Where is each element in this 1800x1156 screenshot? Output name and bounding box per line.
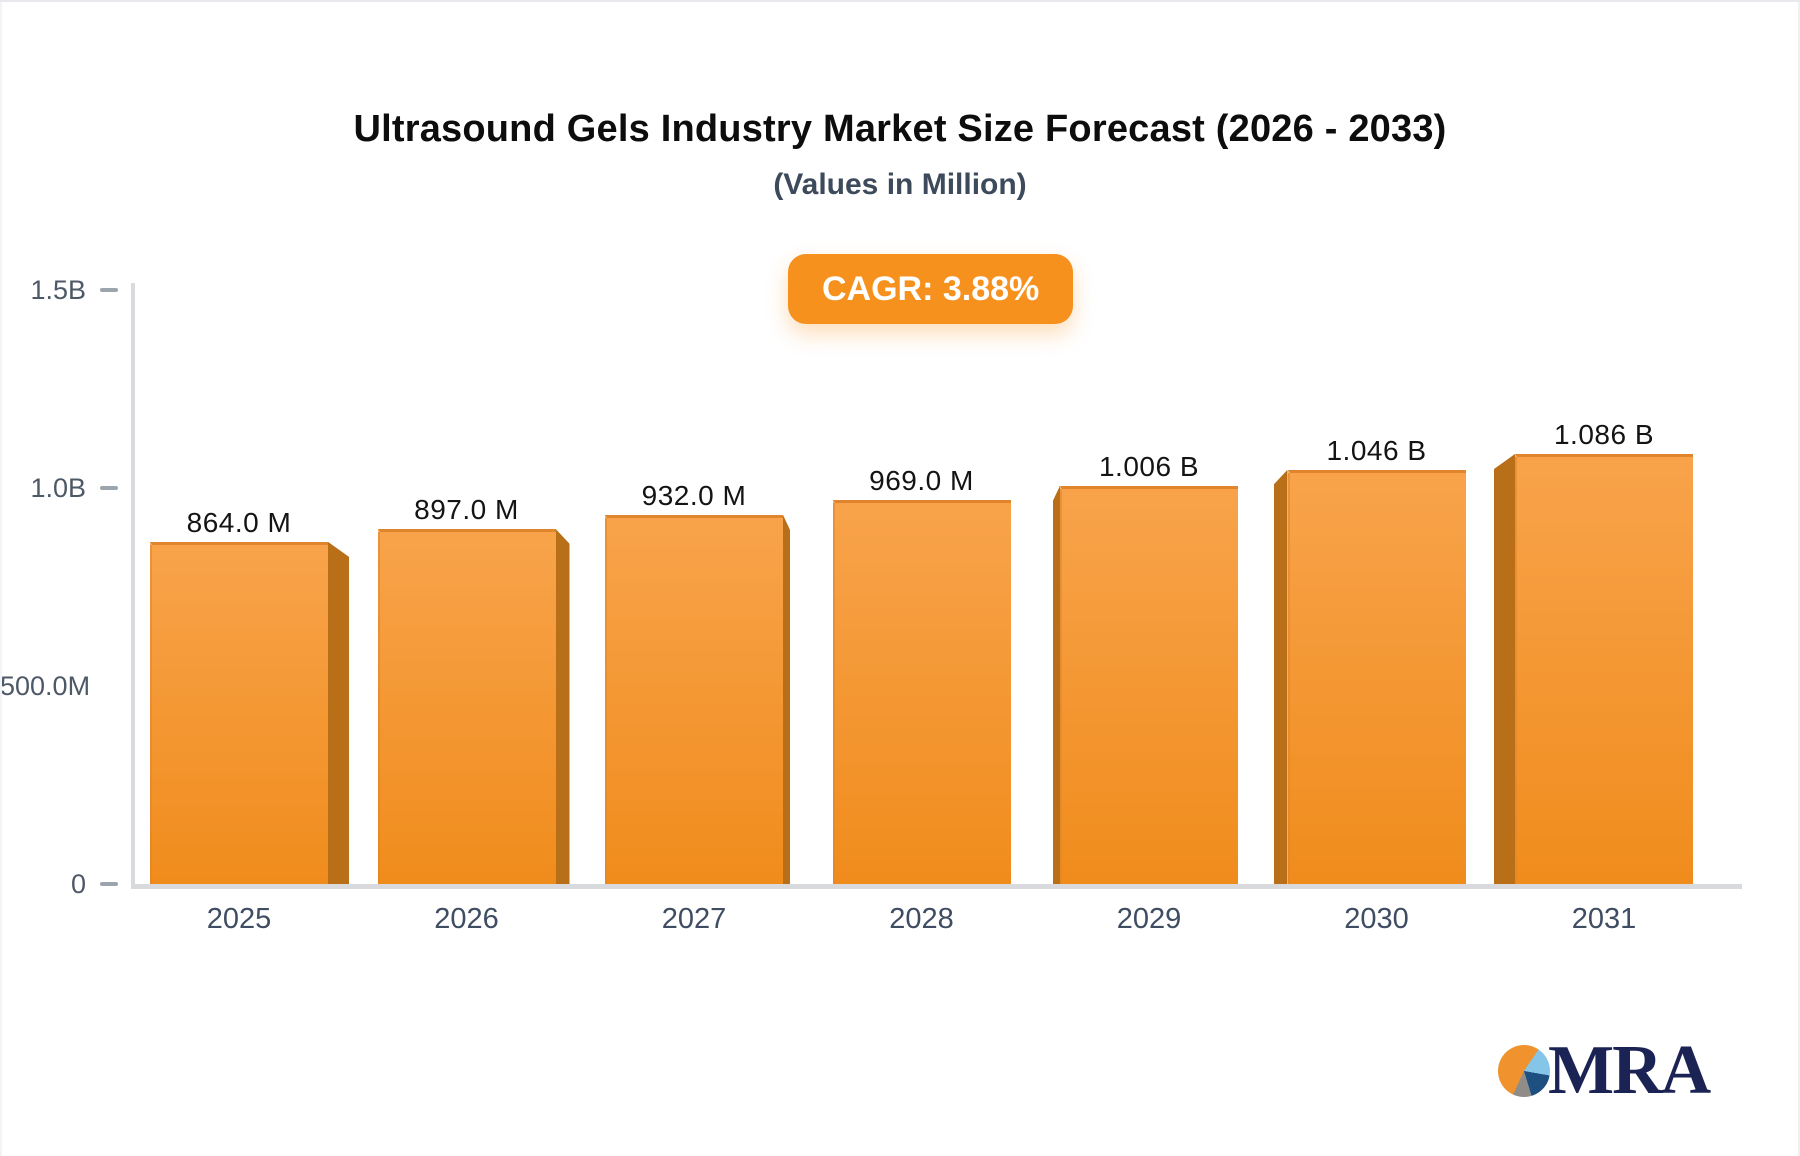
bar-value-label: 1.086 B bbox=[1553, 418, 1655, 450]
bar-2025 bbox=[150, 541, 328, 884]
x-tick-label-2029: 2029 bbox=[1116, 903, 1182, 935]
y-tick-dash bbox=[100, 882, 118, 886]
bar-side-face bbox=[1053, 485, 1060, 884]
y-tick-dash bbox=[100, 486, 118, 490]
bar-2027 bbox=[605, 514, 783, 884]
bar-side-face bbox=[555, 528, 570, 884]
x-tick-label-2030: 2030 bbox=[1344, 903, 1409, 935]
pie-chart-logo-icon bbox=[1498, 1045, 1550, 1097]
y-tick-label: 500.0M bbox=[0, 671, 91, 701]
x-tick-label-2026: 2026 bbox=[434, 903, 499, 935]
y-axis-line bbox=[131, 283, 135, 889]
bar-value-label: 1.006 B bbox=[1098, 450, 1200, 482]
x-tick-label-2031: 2031 bbox=[1571, 903, 1637, 935]
x-tick-label-2027: 2027 bbox=[661, 903, 727, 935]
y-tick-label: 0 bbox=[70, 869, 86, 899]
bar-2028 bbox=[832, 500, 1011, 884]
bar-value-label: 932.0 M bbox=[641, 479, 747, 511]
x-axis-baseline bbox=[131, 884, 1742, 889]
bar-value-label: 864.0 M bbox=[186, 506, 292, 538]
bar-value-label: 897.0 M bbox=[414, 493, 519, 525]
bar-value-label: 1.046 B bbox=[1326, 434, 1427, 466]
bar-side-face bbox=[1494, 453, 1515, 884]
cagr-badge: CAGR: 3.88% bbox=[788, 254, 1074, 324]
bar-side-face bbox=[783, 514, 790, 884]
brand-logo: MRA bbox=[1498, 1030, 1738, 1120]
bar-2029 bbox=[1060, 485, 1238, 884]
bar-side-face bbox=[328, 541, 349, 884]
logo-text: MRA bbox=[1548, 1032, 1711, 1109]
bar-2026 bbox=[377, 528, 556, 884]
y-tick-dash bbox=[100, 288, 118, 292]
y-tick-label: 1.5B bbox=[30, 275, 86, 305]
bar-2031 bbox=[1515, 453, 1693, 884]
x-tick-label-2028: 2028 bbox=[889, 903, 954, 935]
bar-2030 bbox=[1287, 469, 1466, 884]
x-tick-label-2025: 2025 bbox=[206, 903, 272, 935]
y-tick-label: 1.0B bbox=[30, 473, 86, 503]
page-subtitle: (Values in Million) bbox=[773, 168, 1027, 201]
page-title: Ultrasound Gels Industry Market Size For… bbox=[353, 108, 1447, 150]
bar-value-label: 969.0 M bbox=[869, 465, 974, 497]
bar-side-face bbox=[1273, 469, 1288, 884]
